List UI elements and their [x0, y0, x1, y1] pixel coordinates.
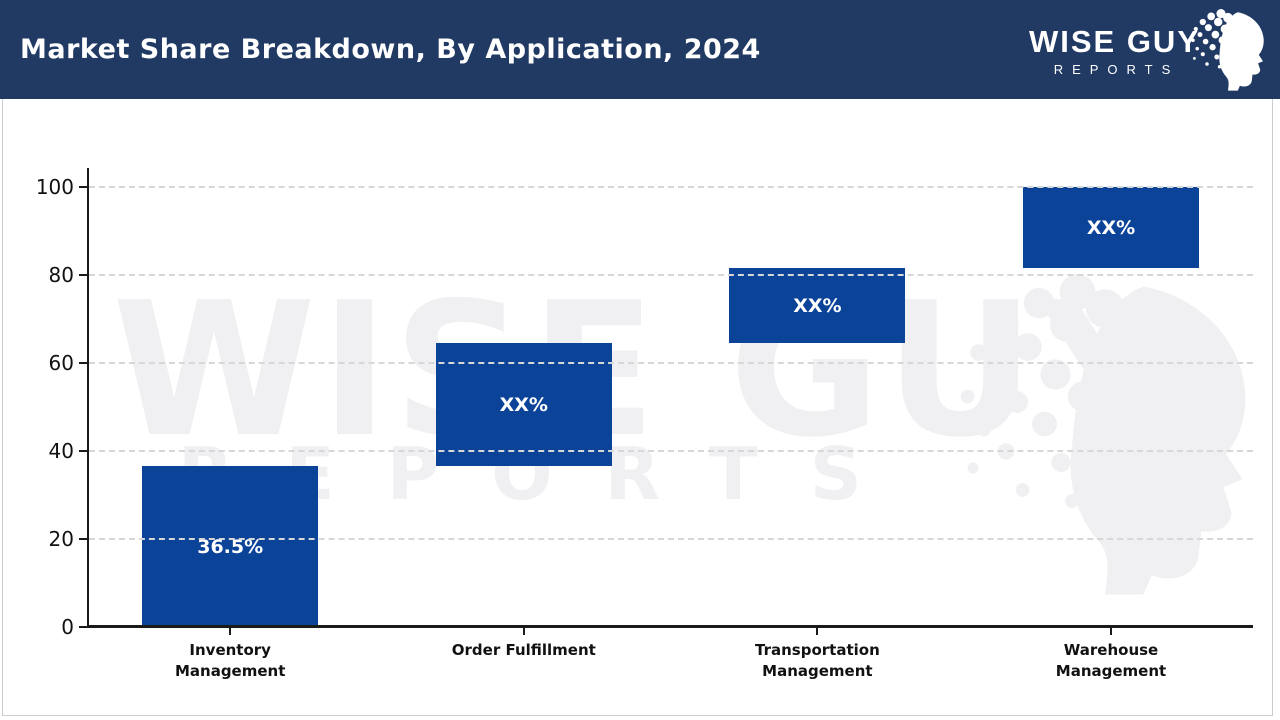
y-tick-label: 80 [48, 263, 74, 287]
x-tick-mark [816, 628, 819, 635]
y-tick-mark [79, 450, 88, 452]
gridline-y80 [89, 274, 1253, 276]
gridline-y60 [89, 362, 1253, 364]
gridline-y20 [89, 538, 1253, 540]
y-tick-mark [79, 362, 88, 364]
x-category-label-inventory-management: Inventory Management [174, 641, 286, 680]
x-tick-mark [229, 628, 232, 635]
y-tick-mark [79, 538, 88, 540]
head-profile-dots-icon [1191, 9, 1264, 91]
bar-transportation-management: XX% [729, 268, 906, 344]
logo-subtitle: REPORTS [1053, 61, 1180, 77]
x-category-label-warehouse-management: Warehouse Management [1055, 641, 1167, 680]
y-tick-mark [79, 186, 88, 188]
bar-value-label: 36.5% [197, 535, 264, 558]
bar-value-label: XX% [499, 393, 548, 416]
bar-value-label: XX% [793, 294, 842, 317]
bar-inventory-management: 36.5% [142, 466, 319, 627]
bar-value-label: XX% [1086, 216, 1136, 239]
x-axis-spine [87, 625, 1253, 628]
watermark-head-icon [960, 274, 1246, 595]
y-tick-mark [79, 274, 88, 276]
y-tick-label: 40 [48, 439, 74, 463]
logo-wordmark: WISE GUY [1028, 23, 1200, 59]
x-category-label-order-fulfillment: Order Fulfillment [451, 641, 596, 659]
gridline-y100 [89, 186, 1253, 188]
y-axis-spine [87, 168, 89, 627]
x-tick-mark [522, 628, 525, 635]
y-tick-label: 100 [35, 175, 74, 199]
header-bar: Market Share Breakdown, By Application, … [0, 0, 1280, 99]
y-tick-label: 0 [61, 615, 74, 639]
gridline-y40 [89, 450, 1253, 452]
x-tick-mark [1110, 628, 1112, 635]
page-title: Market Share Breakdown, By Application, … [20, 34, 761, 65]
logo-text: WISE GUY REPORTS [1029, 24, 1200, 77]
x-category-label-transportation-management: Transportation Management [755, 641, 880, 680]
y-tick-label: 60 [48, 351, 74, 375]
wise-guy-reports-logo: WISE GUY REPORTS [1029, 6, 1270, 94]
y-tick-mark [79, 626, 88, 628]
y-tick-label: 20 [48, 527, 74, 551]
bar-warehouse-management: XX% [1023, 187, 1199, 269]
